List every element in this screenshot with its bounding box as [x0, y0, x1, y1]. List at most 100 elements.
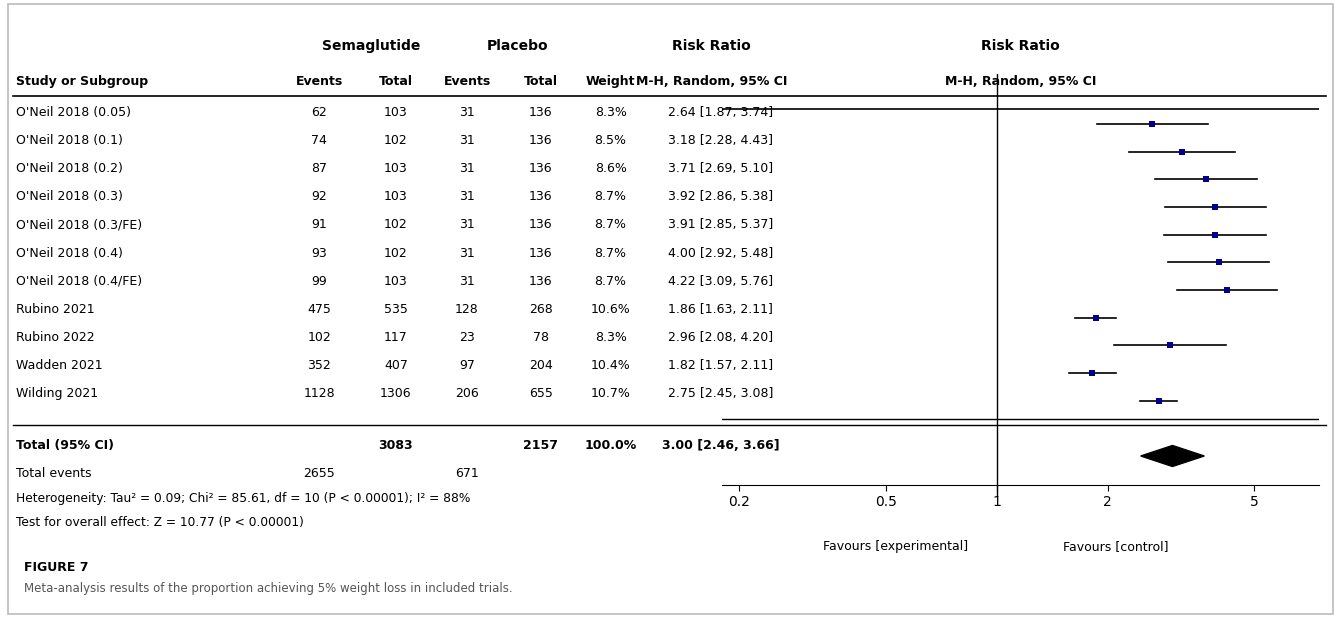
- Text: 117: 117: [384, 331, 408, 344]
- Polygon shape: [1141, 446, 1204, 467]
- Text: 102: 102: [384, 134, 408, 147]
- Text: 136: 136: [529, 274, 553, 288]
- Text: Events: Events: [295, 75, 344, 88]
- Text: 1128: 1128: [303, 387, 336, 400]
- Text: O'Neil 2018 (0.4/FE): O'Neil 2018 (0.4/FE): [16, 274, 142, 288]
- Text: 102: 102: [307, 331, 331, 344]
- Text: 100.0%: 100.0%: [585, 439, 636, 452]
- Text: Wilding 2021: Wilding 2021: [16, 387, 98, 400]
- Text: 2.96 [2.08, 4.20]: 2.96 [2.08, 4.20]: [668, 331, 773, 344]
- Text: Study or Subgroup: Study or Subgroup: [16, 75, 148, 88]
- Text: 4.00 [2.92, 5.48]: 4.00 [2.92, 5.48]: [668, 247, 773, 260]
- Text: 128: 128: [455, 303, 479, 316]
- Text: 8.6%: 8.6%: [595, 162, 627, 176]
- Text: Risk Ratio: Risk Ratio: [672, 40, 750, 53]
- Text: 535: 535: [384, 303, 408, 316]
- Text: 8.5%: 8.5%: [595, 134, 627, 147]
- Text: 136: 136: [529, 190, 553, 203]
- Text: 1.82 [1.57, 2.11]: 1.82 [1.57, 2.11]: [668, 359, 773, 372]
- Text: 97: 97: [459, 359, 475, 372]
- Text: 31: 31: [459, 106, 475, 119]
- Text: 3.18 [2.28, 4.43]: 3.18 [2.28, 4.43]: [668, 134, 773, 147]
- Text: 87: 87: [311, 162, 327, 176]
- Text: 102: 102: [384, 247, 408, 260]
- Text: Total (95% CI): Total (95% CI): [16, 439, 114, 452]
- Text: Risk Ratio: Risk Ratio: [981, 40, 1060, 53]
- Text: 136: 136: [529, 106, 553, 119]
- Text: Total: Total: [523, 75, 558, 88]
- Text: O'Neil 2018 (0.3): O'Neil 2018 (0.3): [16, 190, 123, 203]
- Text: 31: 31: [459, 247, 475, 260]
- Text: Test for overall effect: Z = 10.77 (P < 0.00001): Test for overall effect: Z = 10.77 (P < …: [16, 516, 305, 529]
- Text: 1.86 [1.63, 2.11]: 1.86 [1.63, 2.11]: [668, 303, 773, 316]
- Text: 103: 103: [384, 162, 408, 176]
- Text: M-H, Random, 95% CI: M-H, Random, 95% CI: [945, 75, 1096, 88]
- Text: 74: 74: [311, 134, 327, 147]
- Text: 4.22 [3.09, 5.76]: 4.22 [3.09, 5.76]: [668, 274, 773, 288]
- Text: 102: 102: [384, 218, 408, 232]
- Text: 93: 93: [311, 247, 327, 260]
- Text: 671: 671: [455, 467, 479, 480]
- Text: Semaglutide: Semaglutide: [322, 40, 420, 53]
- Text: 62: 62: [311, 106, 327, 119]
- Text: Weight: Weight: [586, 75, 635, 88]
- Text: 2157: 2157: [523, 439, 558, 452]
- Text: 103: 103: [384, 190, 408, 203]
- Text: 92: 92: [311, 190, 327, 203]
- Text: 3.00 [2.46, 3.66]: 3.00 [2.46, 3.66]: [662, 439, 780, 452]
- Text: Total events: Total events: [16, 467, 91, 480]
- Text: 3.92 [2.86, 5.38]: 3.92 [2.86, 5.38]: [668, 190, 773, 203]
- Text: 91: 91: [311, 218, 327, 232]
- Text: 31: 31: [459, 134, 475, 147]
- Text: 23: 23: [459, 331, 475, 344]
- Text: 3.71 [2.69, 5.10]: 3.71 [2.69, 5.10]: [668, 162, 773, 176]
- Text: Wadden 2021: Wadden 2021: [16, 359, 103, 372]
- Text: 10.7%: 10.7%: [590, 387, 631, 400]
- Text: Total: Total: [378, 75, 413, 88]
- Text: 136: 136: [529, 162, 553, 176]
- Text: Rubino 2022: Rubino 2022: [16, 331, 95, 344]
- Text: O'Neil 2018 (0.2): O'Neil 2018 (0.2): [16, 162, 123, 176]
- Text: 8.7%: 8.7%: [595, 274, 627, 288]
- Text: 204: 204: [529, 359, 553, 372]
- Text: 31: 31: [459, 190, 475, 203]
- Text: 2655: 2655: [303, 467, 336, 480]
- Text: 136: 136: [529, 247, 553, 260]
- Text: Placebo: Placebo: [487, 40, 548, 53]
- Text: 99: 99: [311, 274, 327, 288]
- Text: Events: Events: [443, 75, 491, 88]
- Text: O'Neil 2018 (0.3/FE): O'Neil 2018 (0.3/FE): [16, 218, 142, 232]
- Text: 10.6%: 10.6%: [590, 303, 631, 316]
- Text: 103: 103: [384, 274, 408, 288]
- Text: 206: 206: [455, 387, 479, 400]
- Text: 31: 31: [459, 274, 475, 288]
- Text: Favours [control]: Favours [control]: [1063, 540, 1169, 554]
- Text: 3.91 [2.85, 5.37]: 3.91 [2.85, 5.37]: [668, 218, 773, 232]
- Text: 2.64 [1.87, 3.74]: 2.64 [1.87, 3.74]: [668, 106, 773, 119]
- Text: 1306: 1306: [380, 387, 412, 400]
- Text: 407: 407: [384, 359, 408, 372]
- Text: 2.75 [2.45, 3.08]: 2.75 [2.45, 3.08]: [668, 387, 773, 400]
- Text: 3083: 3083: [378, 439, 413, 452]
- Text: 8.3%: 8.3%: [595, 331, 627, 344]
- Text: 8.7%: 8.7%: [595, 218, 627, 232]
- Text: FIGURE 7: FIGURE 7: [24, 561, 89, 574]
- Text: 8.7%: 8.7%: [595, 190, 627, 203]
- Text: 78: 78: [533, 331, 549, 344]
- Text: 475: 475: [307, 303, 331, 316]
- Text: O'Neil 2018 (0.05): O'Neil 2018 (0.05): [16, 106, 132, 119]
- Text: 136: 136: [529, 134, 553, 147]
- Text: Favours [experimental]: Favours [experimental]: [823, 540, 968, 554]
- Text: 268: 268: [529, 303, 553, 316]
- Text: 103: 103: [384, 106, 408, 119]
- Text: O'Neil 2018 (0.4): O'Neil 2018 (0.4): [16, 247, 123, 260]
- Text: M-H, Random, 95% CI: M-H, Random, 95% CI: [636, 75, 786, 88]
- Text: 352: 352: [307, 359, 331, 372]
- Text: O'Neil 2018 (0.1): O'Neil 2018 (0.1): [16, 134, 123, 147]
- Text: 655: 655: [529, 387, 553, 400]
- Text: 10.4%: 10.4%: [590, 359, 631, 372]
- Text: 31: 31: [459, 218, 475, 232]
- Text: 8.3%: 8.3%: [595, 106, 627, 119]
- Text: Rubino 2021: Rubino 2021: [16, 303, 95, 316]
- Text: Meta-analysis results of the proportion achieving 5% weight loss in included tri: Meta-analysis results of the proportion …: [24, 582, 513, 595]
